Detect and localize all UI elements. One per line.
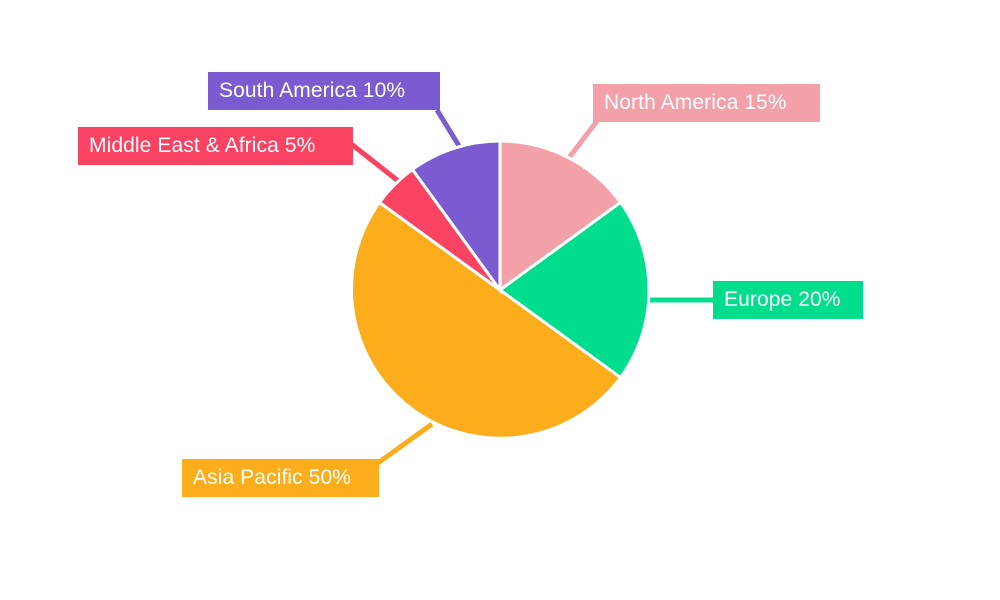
slice-label-europe[interactable]: Europe 20% <box>713 281 863 319</box>
slice-label-south-america[interactable]: South America 10% <box>208 72 440 110</box>
slice-label-middle-east-and-africa[interactable]: Middle East & Africa 5% <box>78 127 353 165</box>
slice-label-text-middle-east-and-africa: Middle East & Africa 5% <box>89 134 316 157</box>
leader-line-north-america <box>566 119 599 161</box>
pie-slices-group <box>350 139 651 440</box>
pie-slice-asia-pacific[interactable] <box>350 200 623 440</box>
pie-slice-south-america[interactable] <box>410 139 502 295</box>
slice-label-asia-pacific[interactable]: Asia Pacific 50% <box>182 459 379 497</box>
slice-label-text-europe: Europe 20% <box>724 288 841 311</box>
leader-line-asia-pacific <box>376 421 434 466</box>
slice-label-north-america[interactable]: North America 15% <box>593 84 820 122</box>
slice-label-text-south-america: South America 10% <box>219 79 406 102</box>
slice-label-text-asia-pacific: Asia Pacific 50% <box>193 466 352 489</box>
slice-label-text-north-america: North America 15% <box>604 91 787 114</box>
pie-slice-north-america[interactable] <box>498 139 623 293</box>
pie-slice-europe[interactable] <box>497 200 651 380</box>
